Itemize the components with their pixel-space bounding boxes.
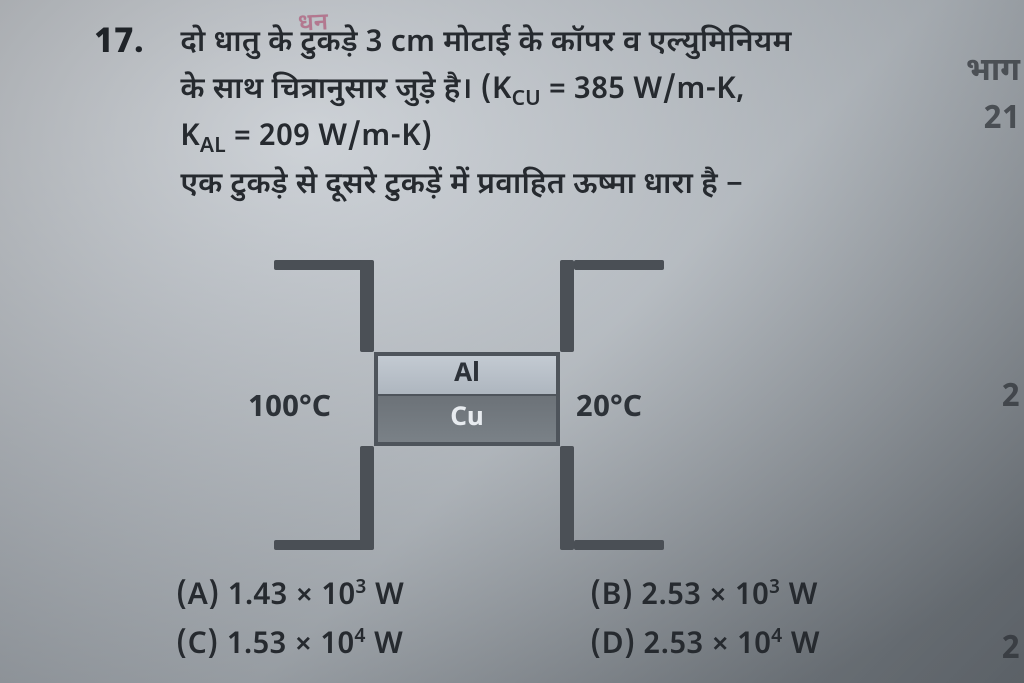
whisker-left-bottom bbox=[274, 540, 364, 550]
wall-left-top bbox=[360, 260, 374, 352]
option-a-post: W bbox=[367, 578, 405, 617]
q-line1-b: टुकड़े bbox=[301, 25, 358, 64]
wall-left-bottom bbox=[360, 446, 374, 550]
slab-cu: Cu bbox=[374, 396, 560, 446]
option-a-pre: (A) 1.43 × 10 bbox=[176, 578, 356, 617]
question-text: दो धातु के टुकड़े 3 cm मोटाई के कॉपर व ए… bbox=[180, 22, 984, 210]
option-c-sup: 4 bbox=[354, 625, 365, 650]
page-background: 17. दो धातु के टुकड़े 3 cm मोटाई के कॉपर… bbox=[0, 0, 1024, 683]
whisker-left-top bbox=[274, 260, 364, 270]
margin-text-3: 2 bbox=[1002, 378, 1020, 420]
margin-text-2: 21 bbox=[984, 100, 1020, 142]
margin-text-4: 2 bbox=[1002, 630, 1020, 672]
options-grid: (A) 1.43 × 103 W (B) 2.53 × 103 W (C) 1.… bbox=[176, 576, 964, 666]
option-c-post: W bbox=[366, 627, 404, 666]
slab-cu-label: Cu bbox=[450, 402, 484, 436]
option-d-pre: (D) 2.53 × 10 bbox=[590, 627, 771, 666]
option-c: (C) 1.53 × 104 W bbox=[176, 625, 550, 666]
wall-right-bottom bbox=[560, 446, 574, 550]
option-b-pre: (B) 2.53 × 10 bbox=[590, 578, 769, 617]
option-b: (B) 2.53 × 103 W bbox=[590, 576, 964, 617]
q-line2-sub1: CU bbox=[512, 86, 541, 114]
temp-left: 100°C bbox=[248, 390, 331, 429]
q-line2-a: के साथ चित्रानुसार जुड़े है। (K bbox=[180, 72, 511, 111]
q-line3-b: = 209 W/m-K) bbox=[226, 119, 432, 158]
margin-text-1: भाग bbox=[966, 52, 1020, 94]
option-c-pre: (C) 1.53 × 10 bbox=[176, 627, 354, 666]
q-line3-sub1: AL bbox=[200, 133, 226, 161]
slab-al: Al bbox=[374, 352, 560, 398]
conduction-diagram: Al Cu 100°C 20°C bbox=[230, 260, 710, 560]
q-line2-b: = 385 W/m-K, bbox=[541, 72, 745, 111]
whisker-right-bottom bbox=[574, 540, 664, 550]
wall-right-top bbox=[560, 260, 574, 352]
q-line1-c: 3 cm मोटाई के कॉपर व एल्युमिनियम bbox=[358, 25, 792, 64]
option-d-sup: 4 bbox=[771, 625, 782, 650]
option-d-post: W bbox=[783, 627, 821, 666]
q-line1-a: दो धातु के bbox=[180, 25, 300, 64]
q-line4: एक टुकड़े से दूसरे टुकड़ें में प्रवाहित … bbox=[180, 167, 743, 206]
whisker-right-top bbox=[574, 260, 664, 270]
q-line3-a: K bbox=[180, 119, 200, 158]
option-a: (A) 1.43 × 103 W bbox=[176, 576, 550, 617]
question-number: 17. bbox=[94, 22, 144, 66]
option-a-sup: 3 bbox=[356, 576, 367, 601]
option-b-sup: 3 bbox=[769, 576, 780, 601]
temp-right: 20°C bbox=[576, 390, 642, 429]
slab-al-label: Al bbox=[454, 358, 480, 392]
option-b-post: W bbox=[780, 578, 818, 617]
question-row: 17. दो धातु के टुकड़े 3 cm मोटाई के कॉपर… bbox=[94, 22, 984, 210]
question-block: 17. दो धातु के टुकड़े 3 cm मोटाई के कॉपर… bbox=[0, 0, 1024, 683]
option-d: (D) 2.53 × 104 W bbox=[590, 625, 964, 666]
